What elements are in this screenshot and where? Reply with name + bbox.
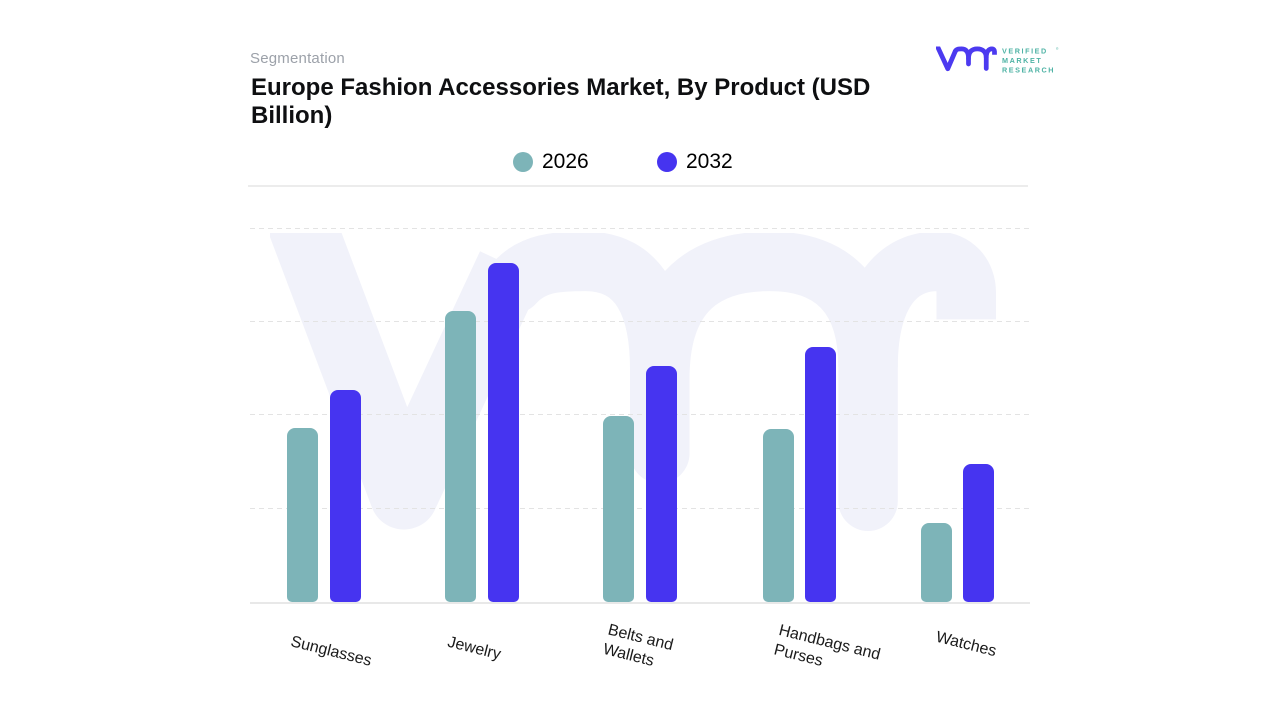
svg-text:MARKET: MARKET xyxy=(1002,56,1042,65)
svg-text:RESEARCH: RESEARCH xyxy=(1002,66,1055,75)
svg-text:®: ® xyxy=(1056,47,1059,51)
svg-text:VERIFIED: VERIFIED xyxy=(1002,47,1048,56)
